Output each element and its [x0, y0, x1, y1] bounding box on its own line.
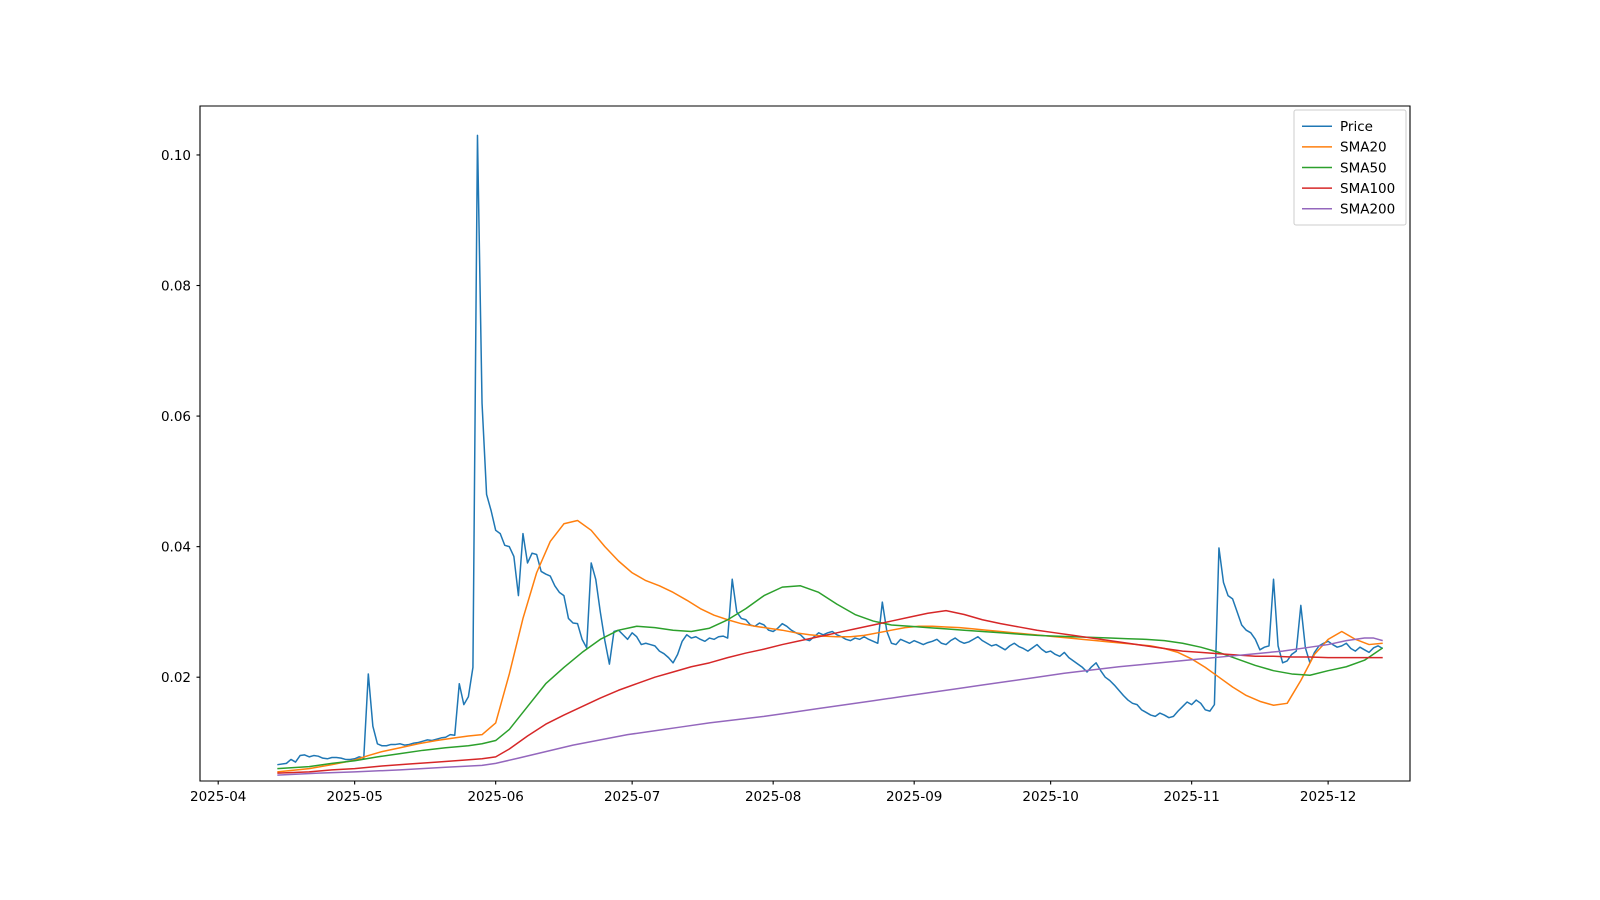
x-tick-label: 2025-07 [604, 789, 660, 805]
y-tick-label: 0.04 [161, 539, 191, 555]
legend-label-price: Price [1340, 119, 1373, 135]
legend-frame [1293, 109, 1407, 226]
axes-background [200, 106, 1410, 781]
x-tick-label: 2025-06 [467, 789, 523, 805]
x-tick-label: 2025-12 [1300, 789, 1356, 805]
series-line-sma50 [277, 585, 1384, 770]
series-line-price [277, 134, 1384, 766]
series-line-sma100 [277, 609, 1383, 774]
series-line-sma20 [277, 519, 1383, 773]
y-tick-label: 0.08 [161, 278, 191, 294]
legend-label-sma20: SMA20 [1340, 140, 1387, 156]
data-series-group [277, 134, 1384, 776]
x-tick-label: 2025-08 [745, 789, 801, 805]
axes-frame [199, 105, 1411, 782]
y-tick-label: 0.06 [161, 409, 191, 425]
chart-legend: Price SMA20 SMA50 SMA100 SMA200 [1293, 109, 1407, 226]
y-axis-ticks: 0.02 0.04 0.06 0.08 0.10 [161, 148, 200, 686]
x-tick-label: 2025-04 [190, 789, 246, 805]
x-tick-label: 2025-05 [326, 789, 382, 805]
y-tick-label: 0.02 [161, 670, 191, 686]
x-tick-label: 2025-09 [886, 789, 942, 805]
x-tick-label: 2025-11 [1163, 789, 1219, 805]
series-line-sma200 [277, 637, 1383, 776]
x-tick-label: 2025-10 [1022, 789, 1078, 805]
y-tick-label: 0.10 [161, 148, 191, 164]
x-axis-ticks: 2025-04 2025-05 2025-06 2025-07 2025-08 2025-… [190, 781, 1356, 805]
legend-label-sma200: SMA200 [1340, 202, 1395, 218]
axes-spines [199, 105, 1411, 782]
legend-label-sma100: SMA100 [1340, 181, 1395, 197]
legend-label-sma50: SMA50 [1340, 160, 1387, 176]
